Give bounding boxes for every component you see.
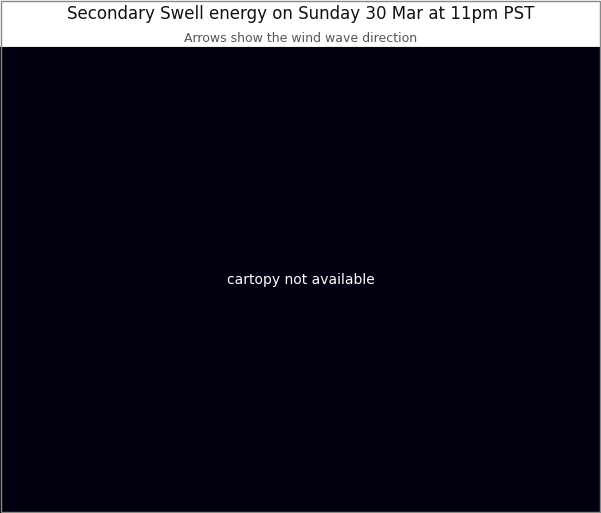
- Text: cartopy not available: cartopy not available: [227, 273, 374, 287]
- Text: Secondary Swell energy on Sunday 30 Mar at 11pm PST: Secondary Swell energy on Sunday 30 Mar …: [67, 5, 534, 23]
- Text: Arrows show the wind wave direction: Arrows show the wind wave direction: [184, 32, 417, 45]
